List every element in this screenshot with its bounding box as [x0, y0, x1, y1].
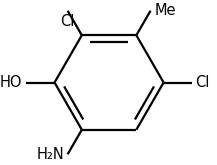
Text: Me: Me	[154, 3, 176, 18]
Text: Cl: Cl	[61, 14, 75, 29]
Text: H₂N: H₂N	[36, 147, 64, 162]
Text: HO: HO	[0, 75, 23, 90]
Text: Cl: Cl	[196, 75, 210, 90]
